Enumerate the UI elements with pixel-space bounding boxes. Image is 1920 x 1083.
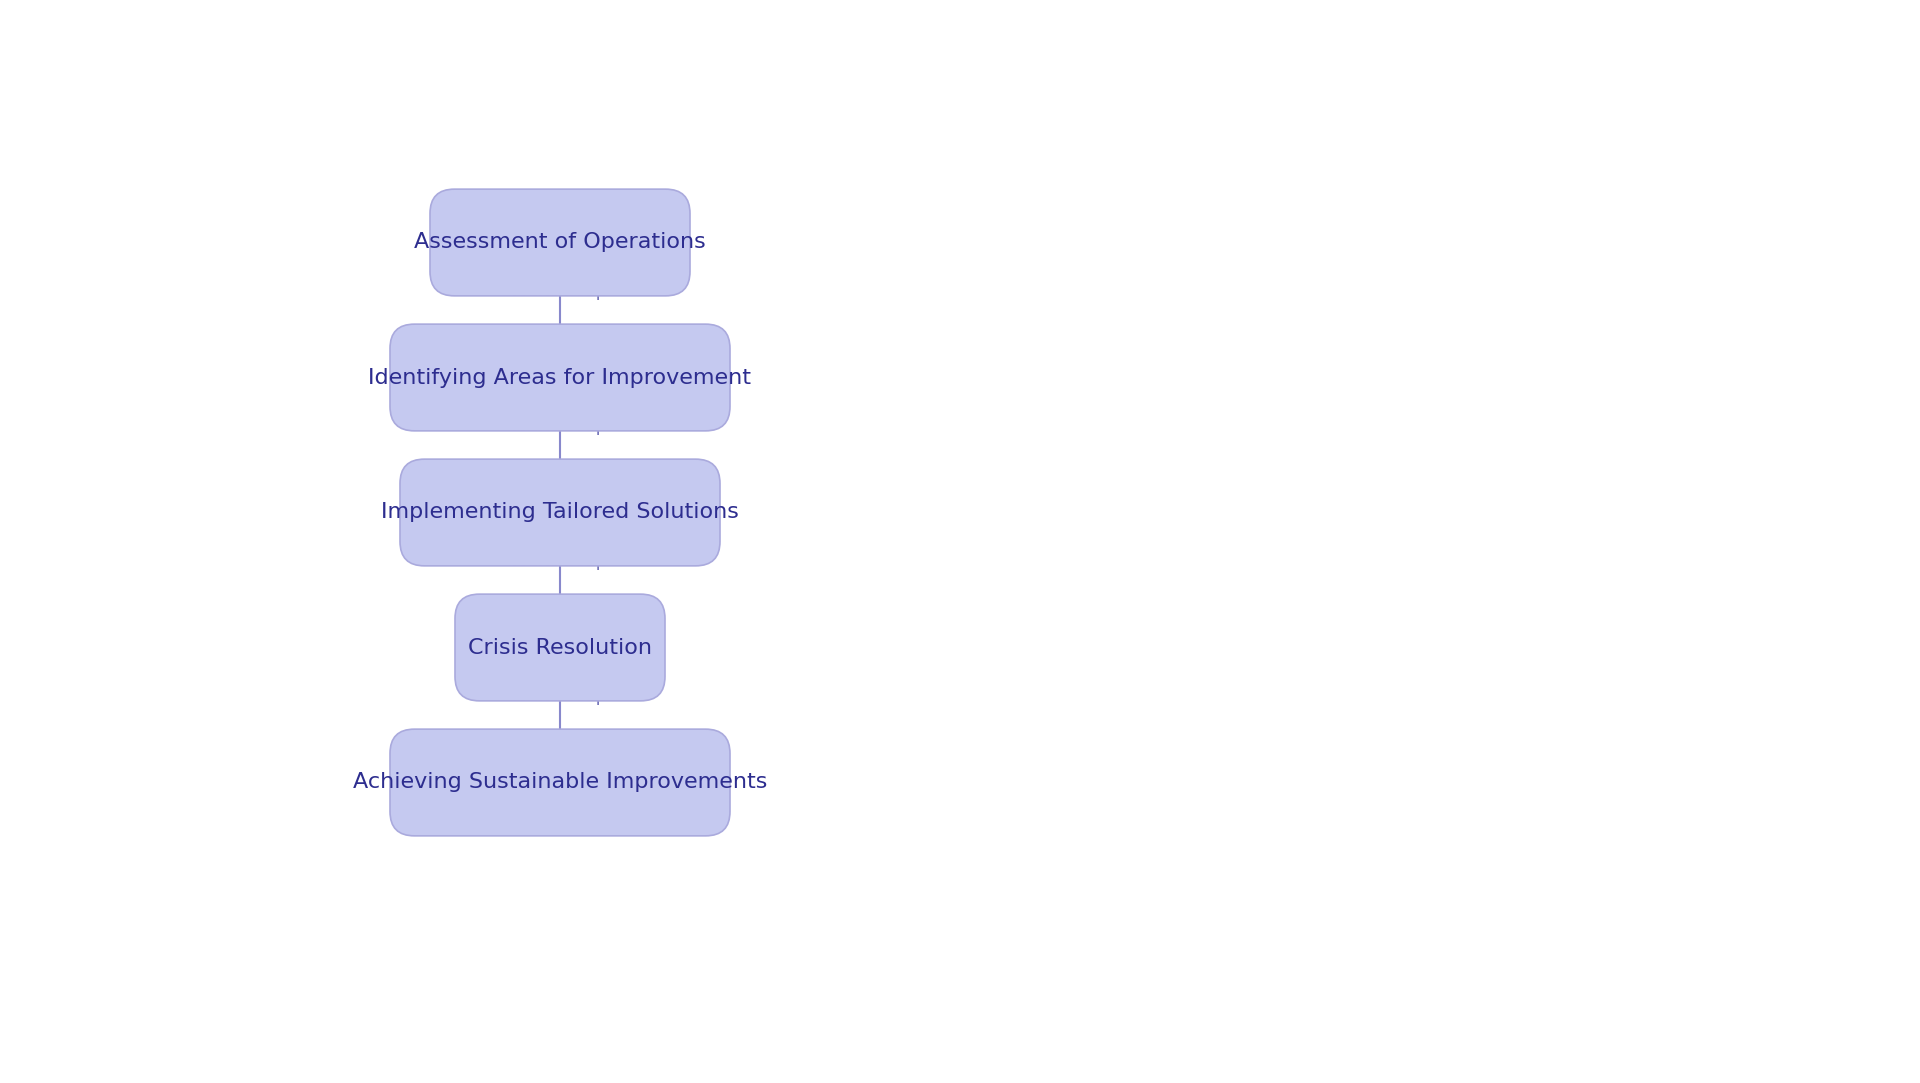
FancyBboxPatch shape [430, 190, 689, 296]
Text: Identifying Areas for Improvement: Identifying Areas for Improvement [369, 367, 751, 388]
Text: Next Step: Next Step [513, 280, 609, 300]
FancyBboxPatch shape [455, 595, 664, 701]
Text: Crisis Resolution: Crisis Resolution [468, 638, 653, 657]
Text: Next Step: Next Step [513, 551, 609, 570]
Text: Achieving Sustainable Improvements: Achieving Sustainable Improvements [353, 772, 768, 793]
Text: Implementing Tailored Solutions: Implementing Tailored Solutions [380, 503, 739, 522]
FancyBboxPatch shape [390, 729, 730, 836]
FancyBboxPatch shape [399, 459, 720, 565]
Text: Next Step: Next Step [513, 686, 609, 705]
Text: Next Step: Next Step [513, 416, 609, 435]
FancyBboxPatch shape [390, 324, 730, 431]
Text: Assessment of Operations: Assessment of Operations [415, 233, 707, 252]
